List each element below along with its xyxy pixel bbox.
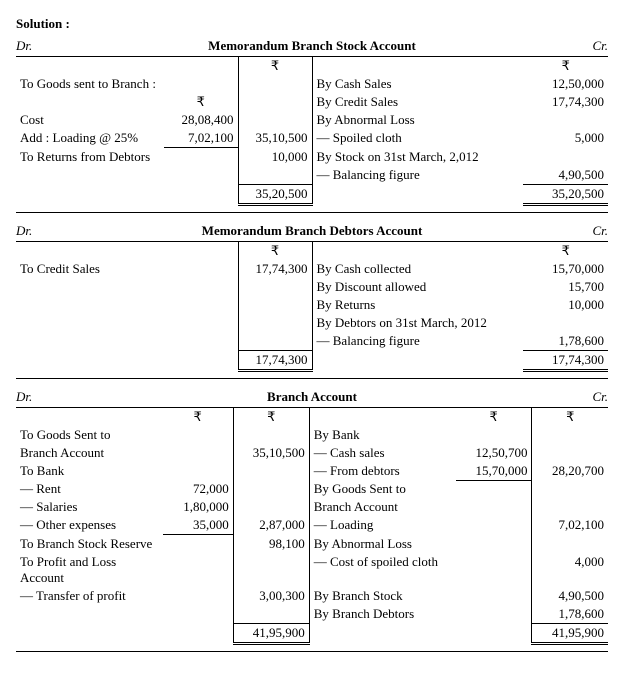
rupee-icon: ₹ <box>532 408 608 426</box>
table-row: — Spoiled cloth <box>312 129 523 148</box>
table-row: 1,78,600 <box>523 332 608 351</box>
branch-title: Branch Account <box>56 389 568 405</box>
table-row: By Returns <box>312 296 523 314</box>
table-row: To Goods Sent to <box>16 426 163 444</box>
table-row: — Salaries <box>16 498 163 516</box>
table-row: By Abnormal Loss <box>312 111 523 129</box>
table-row: Branch Account <box>309 498 456 516</box>
table-row: By Branch Stock <box>309 587 456 605</box>
table-row: 72,000 <box>163 480 234 498</box>
debtors-left-total: 17,74,300 <box>238 350 312 370</box>
stock-header: Dr. Memorandum Branch Stock Account Cr. <box>16 38 608 57</box>
rupee-icon: ₹ <box>238 242 312 260</box>
table-row: By Goods Sent to <box>309 480 456 498</box>
table-row: To Branch Stock Reserve <box>16 535 163 553</box>
table-row: 5,000 <box>523 129 608 148</box>
rupee-icon: ₹ <box>164 93 238 111</box>
table-row: By Credit Sales <box>312 93 523 111</box>
debtors-table: ₹ ₹ To Credit Sales 17,74,300 By Cash co… <box>16 242 608 379</box>
table-row: 1,78,600 <box>532 605 608 624</box>
rupee-icon: ₹ <box>523 57 608 75</box>
rupee-icon: ₹ <box>456 408 532 426</box>
table-row: 4,000 <box>532 553 608 587</box>
table-row: 2,87,000 <box>233 516 309 535</box>
table-row: By Discount allowed <box>312 278 523 296</box>
table-row: To Credit Sales <box>16 260 164 278</box>
table-row: — From debtors <box>309 462 456 481</box>
table-row: 10,000 <box>238 148 312 166</box>
table-row: By Debtors on 31st March, 2012 <box>312 314 523 332</box>
branch-account: Dr. Branch Account Cr. ₹ ₹ ₹ ₹ To Goods … <box>16 389 608 652</box>
debtors-header: Dr. Memorandum Branch Debtors Account Cr… <box>16 223 608 242</box>
table-row: 35,10,500 <box>238 129 312 148</box>
table-row: To Profit and Loss Account <box>16 553 163 587</box>
branch-cr: Cr. <box>568 389 608 405</box>
branch-right-total: 41,95,900 <box>532 623 608 643</box>
stock-table: ₹ ₹ To Goods sent to Branch : By Cash Sa… <box>16 57 608 213</box>
table-row: Cost <box>16 111 164 129</box>
table-row: 15,70,000 <box>523 260 608 278</box>
rupee-icon: ₹ <box>523 242 608 260</box>
table-row: 4,90,500 <box>532 587 608 605</box>
table-row: Branch Account <box>16 444 163 462</box>
table-row: 3,00,300 <box>233 587 309 605</box>
branch-table: ₹ ₹ ₹ ₹ To Goods Sent to By Bank Branch … <box>16 408 608 652</box>
table-row: 17,74,300 <box>523 93 608 111</box>
table-row: Add : Loading @ 25% <box>16 129 164 148</box>
table-row: 4,90,500 <box>523 166 608 185</box>
stock-right-total: 35,20,500 <box>523 184 608 204</box>
debtors-right-total: 17,74,300 <box>523 350 608 370</box>
table-row: — Cost of spoiled cloth <box>309 553 456 587</box>
table-row: By Stock on 31st March, 2,012 <box>312 148 523 166</box>
table-row: 7,02,100 <box>164 129 238 148</box>
table-row: 12,50,000 <box>523 75 608 93</box>
table-row: By Branch Debtors <box>309 605 456 624</box>
table-row: 98,100 <box>233 535 309 553</box>
table-row: 28,20,700 <box>532 462 608 481</box>
table-row: To Returns from Debtors <box>16 148 164 166</box>
debtors-title: Memorandum Branch Debtors Account <box>56 223 568 239</box>
table-row: 35,10,500 <box>233 444 309 462</box>
debtors-account: Dr. Memorandum Branch Debtors Account Cr… <box>16 223 608 379</box>
stock-title: Memorandum Branch Stock Account <box>56 38 568 54</box>
table-row: 15,700 <box>523 278 608 296</box>
table-row: — Rent <box>16 480 163 498</box>
table-row: 1,80,000 <box>163 498 234 516</box>
table-row: — Transfer of profit <box>16 587 163 605</box>
stock-cr: Cr. <box>568 38 608 54</box>
table-row: By Cash collected <box>312 260 523 278</box>
table-row: By Abnormal Loss <box>309 535 456 553</box>
table-row: 15,70,000 <box>456 462 532 481</box>
solution-heading: Solution : <box>16 16 608 32</box>
table-row: — Cash sales <box>309 444 456 462</box>
table-row: To Bank <box>16 462 163 481</box>
table-row: — Balancing figure <box>312 332 523 351</box>
table-row: By Cash Sales <box>312 75 523 93</box>
branch-header: Dr. Branch Account Cr. <box>16 389 608 408</box>
table-row: 35,000 <box>163 516 234 535</box>
table-row: 17,74,300 <box>238 260 312 278</box>
branch-dr: Dr. <box>16 389 56 405</box>
stock-account: Dr. Memorandum Branch Stock Account Cr. … <box>16 38 608 213</box>
table-row: — Other expenses <box>16 516 163 535</box>
stock-dr: Dr. <box>16 38 56 54</box>
branch-left-total: 41,95,900 <box>233 623 309 643</box>
table-row: — Loading <box>309 516 456 535</box>
debtors-cr: Cr. <box>568 223 608 239</box>
rupee-icon: ₹ <box>238 57 312 75</box>
rupee-icon: ₹ <box>163 408 234 426</box>
table-row: 10,000 <box>523 296 608 314</box>
rupee-icon: ₹ <box>233 408 309 426</box>
table-row: To Goods sent to Branch : <box>16 75 164 93</box>
table-row: — Balancing figure <box>312 166 523 185</box>
stock-left-total: 35,20,500 <box>238 184 312 204</box>
table-row: By Bank <box>309 426 456 444</box>
table-row: 12,50,700 <box>456 444 532 462</box>
table-row: 7,02,100 <box>532 516 608 535</box>
table-row: 28,08,400 <box>164 111 238 129</box>
debtors-dr: Dr. <box>16 223 56 239</box>
